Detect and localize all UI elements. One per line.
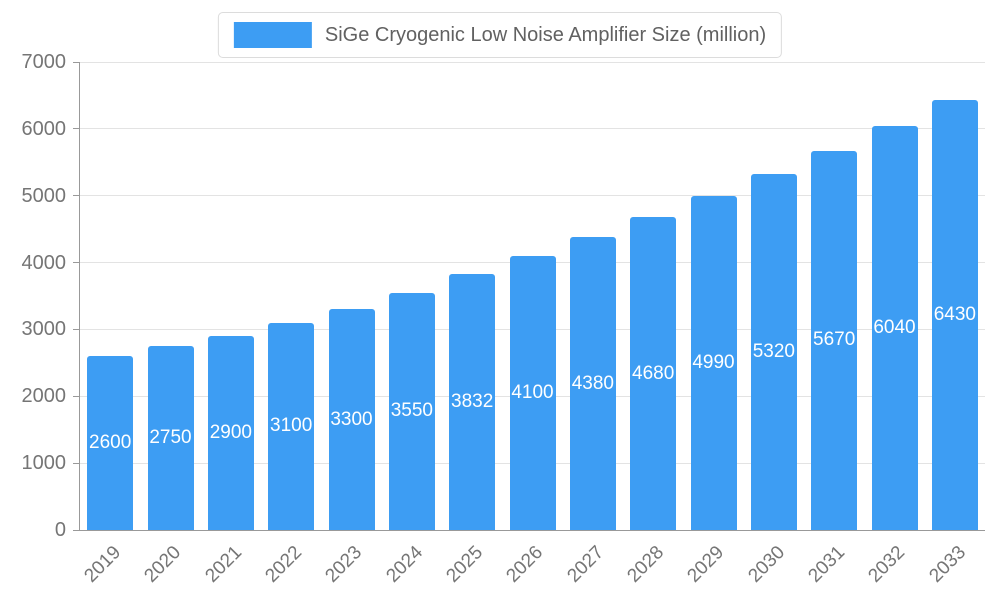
- bar-value-label: 6430: [933, 304, 976, 326]
- bar[interactable]: [630, 217, 677, 530]
- y-axis-tick: [73, 529, 80, 531]
- y-axis-tick: [73, 262, 80, 264]
- bar[interactable]: [449, 273, 496, 530]
- y-axis-line: [79, 62, 80, 530]
- x-axis-label: 2020: [140, 542, 186, 587]
- x-axis-line: [79, 530, 985, 531]
- y-axis-tick: [73, 462, 80, 464]
- bar[interactable]: [569, 237, 616, 530]
- x-axis-label: 2022: [261, 542, 307, 587]
- x-axis-label: 2026: [502, 542, 548, 587]
- y-axis-label: 3000: [21, 318, 67, 341]
- y-axis-tick: [73, 128, 80, 130]
- plot-area: 0 1000 2000 3000 4000 5000 6000 7000 2600 2019 275…: [22, 52, 985, 587]
- y-axis-label: 2000: [21, 385, 67, 408]
- legend-swatch: [233, 22, 312, 48]
- x-axis-label: 2030: [743, 542, 789, 587]
- x-axis-label: 2023: [321, 542, 367, 587]
- bar-value-label: 4100: [511, 381, 554, 403]
- x-axis-label: 2027: [562, 542, 608, 587]
- bar[interactable]: [871, 126, 918, 530]
- x-axis-label: 2024: [381, 542, 427, 587]
- y-axis-label: 1000: [21, 452, 67, 475]
- x-axis-label: 2021: [200, 542, 246, 587]
- x-axis-label: 2019: [80, 542, 126, 587]
- bar-value-label: 3832: [451, 390, 494, 412]
- y-axis-label: 0: [54, 519, 66, 541]
- bar-value-label: 2600: [89, 432, 132, 454]
- bar[interactable]: [388, 292, 435, 530]
- bar[interactable]: [87, 356, 134, 530]
- bar-value-label: 3300: [330, 408, 373, 430]
- gridline: [80, 195, 985, 197]
- bar-value-label: 3100: [270, 415, 313, 437]
- bar-value-label: 5320: [752, 341, 795, 363]
- bar[interactable]: [931, 100, 978, 530]
- legend[interactable]: SiGe Cryogenic Low Noise Amplifier Size …: [217, 12, 783, 58]
- y-axis-label: 5000: [21, 184, 67, 207]
- bar-value-label: 6040: [873, 317, 916, 339]
- bar[interactable]: [147, 346, 194, 530]
- bar-value-label: 2900: [209, 422, 252, 444]
- bar-value-label: 2750: [149, 427, 192, 449]
- x-axis-label: 2031: [804, 542, 850, 587]
- bar-value-label: 4990: [692, 352, 735, 374]
- bar[interactable]: [268, 322, 315, 530]
- y-axis-label: 4000: [21, 251, 67, 274]
- bar[interactable]: [811, 150, 858, 530]
- x-axis-label: 2028: [623, 542, 669, 587]
- x-axis-label: 2033: [924, 542, 970, 587]
- bar-value-label: 4380: [571, 372, 614, 394]
- x-axis-label: 2029: [683, 542, 729, 587]
- y-axis-tick: [73, 395, 80, 397]
- bar[interactable]: [207, 336, 254, 530]
- y-axis-tick: [73, 328, 80, 330]
- y-axis-label: 7000: [21, 51, 67, 73]
- bar[interactable]: [509, 255, 556, 530]
- bar-value-label: 3550: [390, 400, 433, 422]
- x-axis-label: 2032: [864, 542, 910, 587]
- bar-value-label: 4680: [632, 362, 675, 384]
- legend-label: SiGe Cryogenic Low Noise Amplifier Size …: [324, 23, 767, 46]
- y-axis-tick: [73, 61, 80, 63]
- y-axis-tick: [73, 195, 80, 197]
- y-axis-label: 6000: [21, 117, 67, 140]
- bar[interactable]: [750, 174, 797, 530]
- bar[interactable]: [328, 309, 375, 530]
- gridline: [80, 61, 985, 63]
- x-axis-label: 2025: [442, 542, 488, 587]
- bar-value-label: 5670: [813, 329, 856, 351]
- gridline: [80, 128, 985, 130]
- bar[interactable]: [690, 196, 737, 530]
